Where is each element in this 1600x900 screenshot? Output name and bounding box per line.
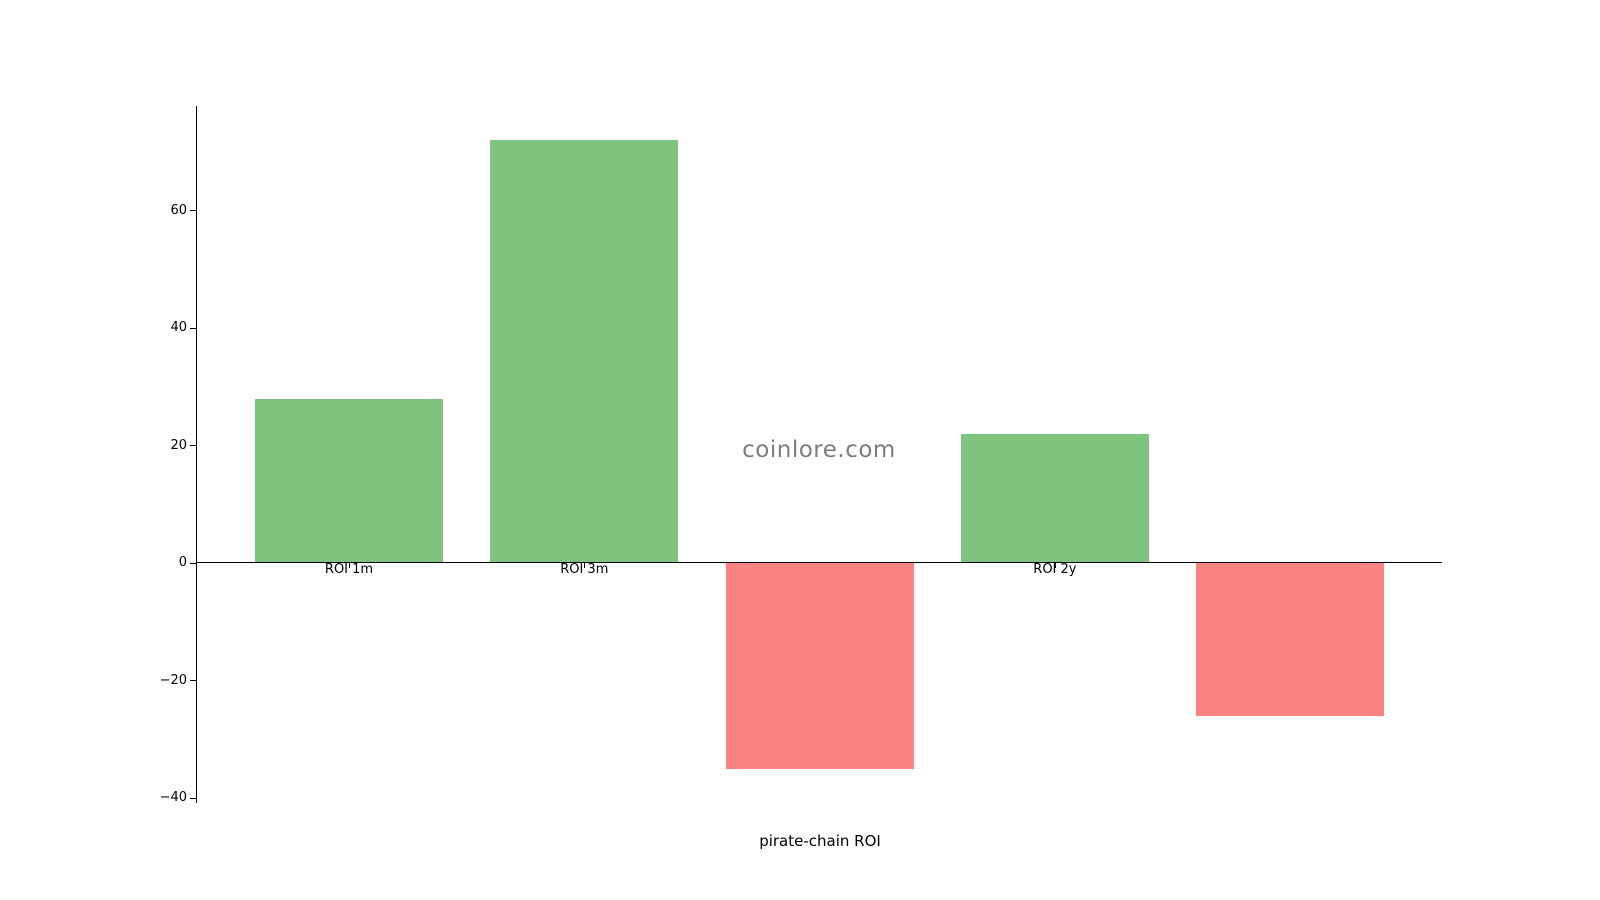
y-tick-mark [190,445,196,446]
bar-negative [725,563,914,769]
x-axis-line [196,562,1442,563]
bar-negative [1196,563,1385,716]
y-tick-mark [190,680,196,681]
y-tick-label: 60 [170,202,187,218]
y-tick-label: −40 [159,790,187,805]
x-tick-mark [1054,562,1056,568]
y-axis-line [196,106,197,803]
watermark: coinlore.com [742,437,896,463]
x-tick-mark [584,562,586,568]
x-tick-label: ROI 3m [560,562,609,577]
x-tick-mark [349,562,350,568]
y-tick-label: 20 [170,437,187,453]
chart-title: pirate-chain ROI [759,832,881,850]
y-tick-mark [190,797,196,799]
x-tick-label: ROI 1m [324,562,374,577]
y-tick-label: 0 [178,555,187,570]
bar-positive [490,140,679,563]
bar-positive [960,433,1149,563]
x-tick-label: ROI 2y [1033,562,1077,577]
y-tick-label: −20 [159,672,187,688]
bar-positive [255,398,443,563]
y-tick-label: 40 [170,320,187,335]
y-tick-mark [190,210,196,211]
y-tick-mark [190,327,196,329]
y-tick-mark [190,562,196,564]
